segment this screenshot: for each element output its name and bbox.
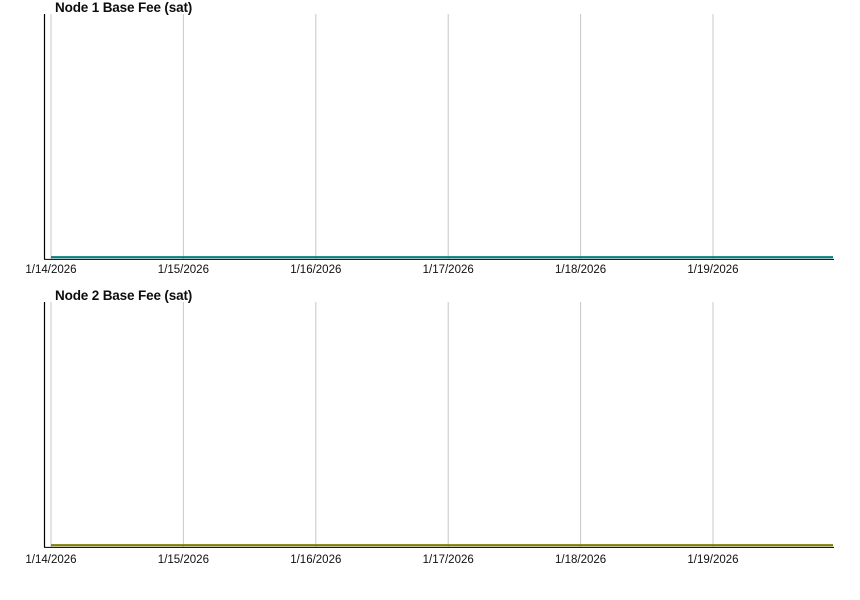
- x-tick-label: 1/17/2026: [422, 554, 474, 566]
- gridlines-node-1: [50, 14, 714, 259]
- plot-canvas-node-2: [43, 302, 834, 548]
- plot-area-node-1: [0, 14, 860, 260]
- x-axis-labels-node-1: 1/14/2026 1/15/2026 1/16/2026 1/17/2026 1/18…: [0, 262, 860, 280]
- x-tick-label: 1/16/2026: [290, 554, 342, 566]
- x-tick-label: 1/17/2026: [422, 264, 474, 276]
- x-tick-label: 1/15/2026: [157, 554, 209, 566]
- x-tick-label: 1/19/2026: [687, 554, 739, 566]
- x-tick-label: 1/14/2026: [25, 264, 77, 276]
- x-tick-label: 1/19/2026: [687, 264, 739, 276]
- x-tick-label: 1/18/2026: [555, 264, 607, 276]
- plot-area-node-2: [0, 302, 860, 548]
- gridlines-node-2: [50, 302, 714, 547]
- chart-panel-node-1: Node 1 Base Fee (sat) 1/14/2026 1/15/2026…: [0, 0, 860, 282]
- plot-canvas-node-1: [43, 14, 834, 260]
- x-tick-label: 1/18/2026: [555, 554, 607, 566]
- x-tick-label: 1/15/2026: [157, 264, 209, 276]
- x-tick-label: 1/16/2026: [290, 264, 342, 276]
- chart-title-node-2: Node 2 Base Fee (sat): [55, 288, 193, 303]
- chart-title-node-1: Node 1 Base Fee (sat): [55, 0, 193, 15]
- chart-panel-node-2: Node 2 Base Fee (sat) 1/14/2026 1/15/2026…: [0, 288, 860, 570]
- x-tick-label: 1/14/2026: [25, 554, 77, 566]
- x-axis-labels-node-2: 1/14/2026 1/15/2026 1/16/2026 1/17/2026 1/18…: [0, 552, 860, 570]
